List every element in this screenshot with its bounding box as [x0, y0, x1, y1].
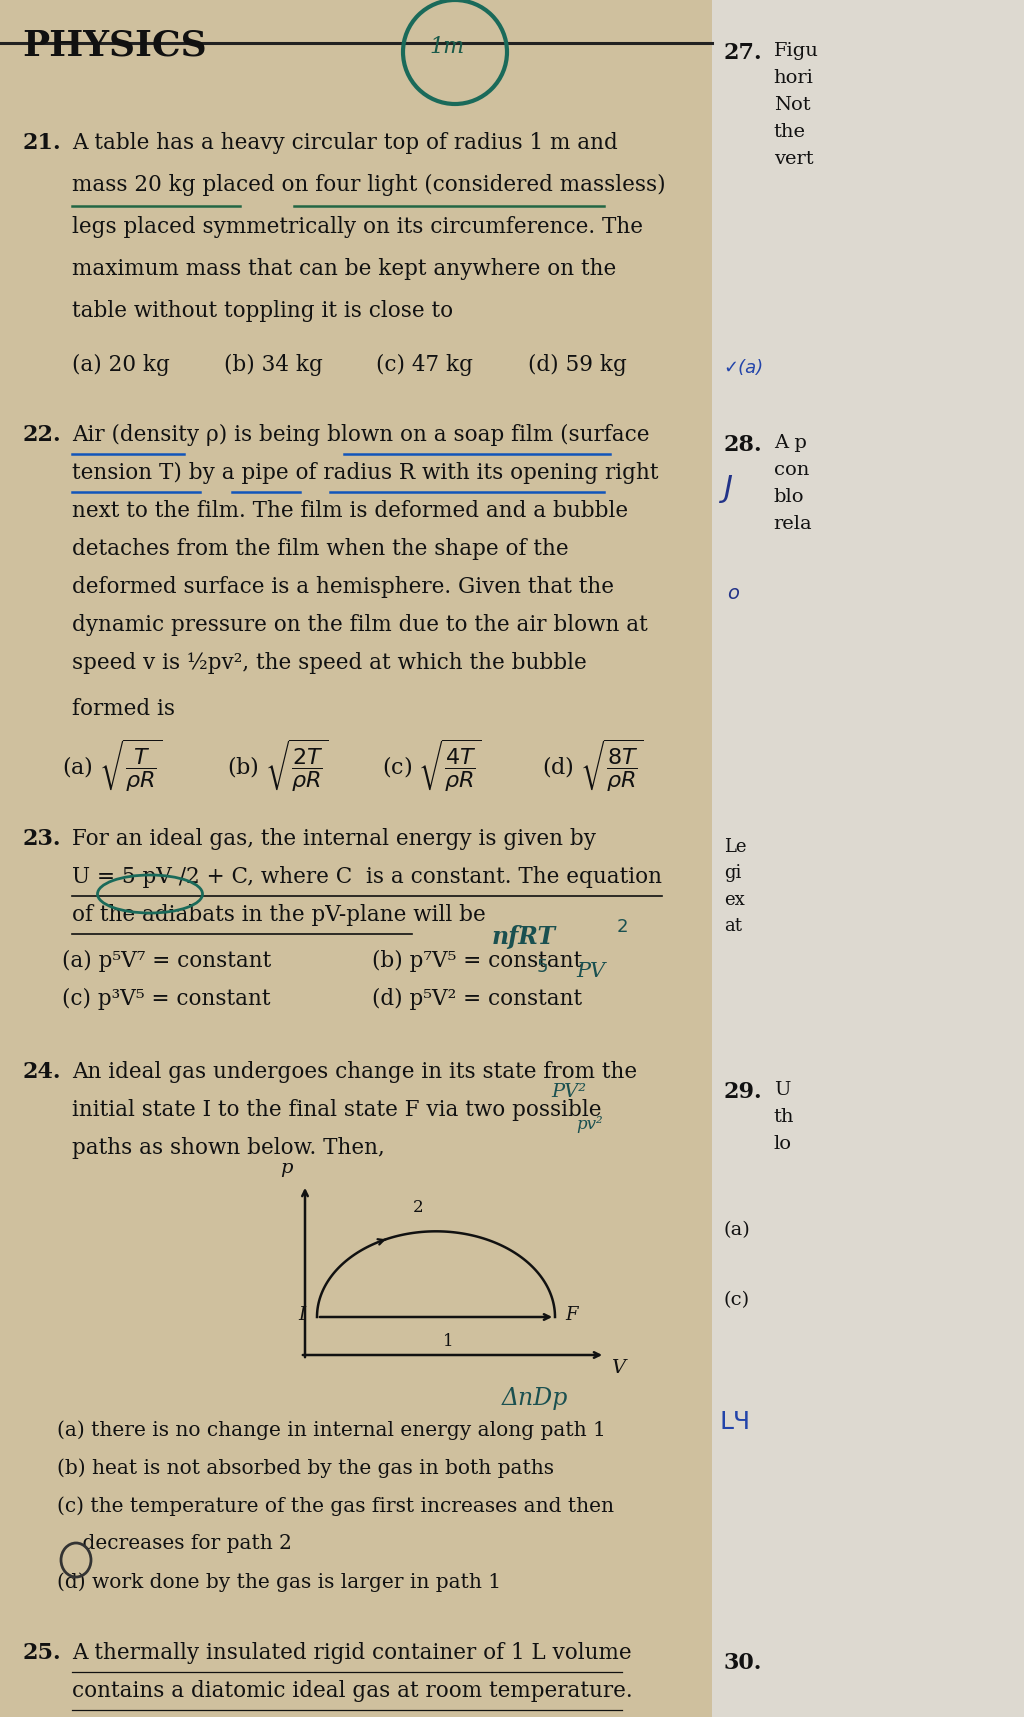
Text: PHYSICS: PHYSICS	[22, 27, 207, 62]
Text: table without toppling it is close to: table without toppling it is close to	[72, 300, 454, 323]
Text: tension T) by a pipe of radius R with its opening right: tension T) by a pipe of radius R with it…	[72, 462, 658, 484]
Text: (d) $\sqrt{\dfrac{8T}{\rho R}}$: (d) $\sqrt{\dfrac{8T}{\rho R}}$	[542, 738, 643, 795]
Text: o: o	[727, 584, 738, 603]
Text: 24.: 24.	[22, 1061, 60, 1083]
Text: nfRT: nfRT	[492, 925, 556, 950]
Text: ΔnDp: ΔnDp	[502, 1387, 568, 1410]
Text: 21.: 21.	[22, 132, 60, 155]
Text: A thermally insulated rigid container of 1 L volume: A thermally insulated rigid container of…	[72, 1641, 632, 1664]
Text: A p
con
blo
rela: A p con blo rela	[774, 434, 812, 534]
Text: 30.: 30.	[724, 1652, 762, 1674]
Text: decreases for path 2: decreases for path 2	[57, 1533, 292, 1552]
Text: Figu
hori
Not
the
vert: Figu hori Not the vert	[774, 41, 818, 168]
Text: (c) p³V⁵ = constant: (c) p³V⁵ = constant	[62, 987, 270, 1010]
Text: 25.: 25.	[22, 1641, 60, 1664]
Text: (a): (a)	[724, 1221, 751, 1240]
Text: (a) 20 kg: (a) 20 kg	[72, 354, 170, 376]
Text: maximum mass that can be kept anywhere on the: maximum mass that can be kept anywhere o…	[72, 258, 616, 280]
Text: dynamic pressure on the film due to the air blown at: dynamic pressure on the film due to the …	[72, 615, 648, 635]
Text: (b) 34 kg: (b) 34 kg	[224, 354, 323, 376]
Text: 5: 5	[537, 958, 548, 975]
Text: LЧ: LЧ	[720, 1410, 751, 1434]
Text: 27.: 27.	[724, 41, 762, 64]
Text: detaches from the film when the shape of the: detaches from the film when the shape of…	[72, 537, 568, 560]
Text: paths as shown below. Then,: paths as shown below. Then,	[72, 1137, 385, 1159]
Text: (d) work done by the gas is larger in path 1: (d) work done by the gas is larger in pa…	[57, 1573, 501, 1592]
Text: initial state I to the final state F via two possible: initial state I to the final state F via…	[72, 1099, 601, 1121]
Text: Le
gi
ex
at: Le gi ex at	[724, 838, 746, 936]
Bar	[712, 0, 1024, 1717]
Text: J: J	[724, 474, 733, 503]
Text: mass 20 kg placed on four light (considered massless): mass 20 kg placed on four light (conside…	[72, 173, 666, 196]
Text: 22.: 22.	[22, 424, 60, 446]
Text: F: F	[565, 1307, 578, 1324]
Text: (a) p⁵V⁷ = constant: (a) p⁵V⁷ = constant	[62, 950, 271, 972]
Text: (d) p⁵V² = constant: (d) p⁵V² = constant	[372, 987, 582, 1010]
Text: (c) $\sqrt{\dfrac{4T}{\rho R}}$: (c) $\sqrt{\dfrac{4T}{\rho R}}$	[382, 738, 481, 795]
Text: An ideal gas undergoes change in its state from the: An ideal gas undergoes change in its sta…	[72, 1061, 637, 1083]
Text: deformed surface is a hemisphere. Given that the: deformed surface is a hemisphere. Given …	[72, 575, 614, 598]
Text: pv²: pv²	[577, 1116, 603, 1133]
Text: (c) 47 kg: (c) 47 kg	[376, 354, 473, 376]
Text: (c) the temperature of the gas first increases and then: (c) the temperature of the gas first inc…	[57, 1496, 614, 1516]
Text: A table has a heavy circular top of radius 1 m and: A table has a heavy circular top of radi…	[72, 132, 617, 155]
Text: I: I	[298, 1307, 305, 1324]
Text: V: V	[611, 1358, 625, 1377]
Text: (c): (c)	[724, 1291, 750, 1308]
Text: p: p	[281, 1159, 293, 1176]
Text: Air (density ρ) is being blown on a soap film (surface: Air (density ρ) is being blown on a soap…	[72, 424, 649, 446]
Text: 23.: 23.	[22, 828, 60, 850]
Bar	[0, 0, 712, 1717]
Text: 1m: 1m	[429, 36, 465, 58]
Text: (d) 59 kg: (d) 59 kg	[528, 354, 627, 376]
Text: (b) p⁷V⁵ = constant: (b) p⁷V⁵ = constant	[372, 950, 583, 972]
Text: formed is: formed is	[72, 699, 175, 719]
Text: PV: PV	[577, 962, 606, 980]
Text: 29.: 29.	[724, 1082, 762, 1102]
Text: next to the film. The film is deformed and a bubble: next to the film. The film is deformed a…	[72, 500, 628, 522]
Text: legs placed symmetrically on its circumference. The: legs placed symmetrically on its circumf…	[72, 216, 643, 239]
Text: (a) $\sqrt{\dfrac{T}{\rho R}}$: (a) $\sqrt{\dfrac{T}{\rho R}}$	[62, 738, 162, 795]
Text: (b) $\sqrt{\dfrac{2T}{\rho R}}$: (b) $\sqrt{\dfrac{2T}{\rho R}}$	[227, 738, 329, 795]
Text: 28.: 28.	[724, 434, 762, 457]
Text: 1: 1	[442, 1334, 454, 1351]
Text: 2: 2	[413, 1198, 423, 1216]
Text: PV²: PV²	[552, 1083, 587, 1101]
Text: For an ideal gas, the internal energy is given by: For an ideal gas, the internal energy is…	[72, 828, 596, 850]
Text: (b) heat is not absorbed by the gas in both paths: (b) heat is not absorbed by the gas in b…	[57, 1458, 554, 1478]
Text: (a) there is no change in internal energy along path 1: (a) there is no change in internal energ…	[57, 1420, 606, 1439]
Text: U = 5 pV /2 + C, where C  is a constant. The equation: U = 5 pV /2 + C, where C is a constant. …	[72, 865, 662, 888]
Text: of the adiabats in the pV-plane will be: of the adiabats in the pV-plane will be	[72, 903, 485, 925]
Text: U
th
lo: U th lo	[774, 1082, 795, 1154]
Text: speed v is ½pv², the speed at which the bubble: speed v is ½pv², the speed at which the …	[72, 652, 587, 675]
Text: contains a diatomic ideal gas at room temperature.: contains a diatomic ideal gas at room te…	[72, 1679, 633, 1702]
Text: ✓(a): ✓(a)	[724, 359, 764, 378]
Text: 2: 2	[616, 919, 628, 936]
